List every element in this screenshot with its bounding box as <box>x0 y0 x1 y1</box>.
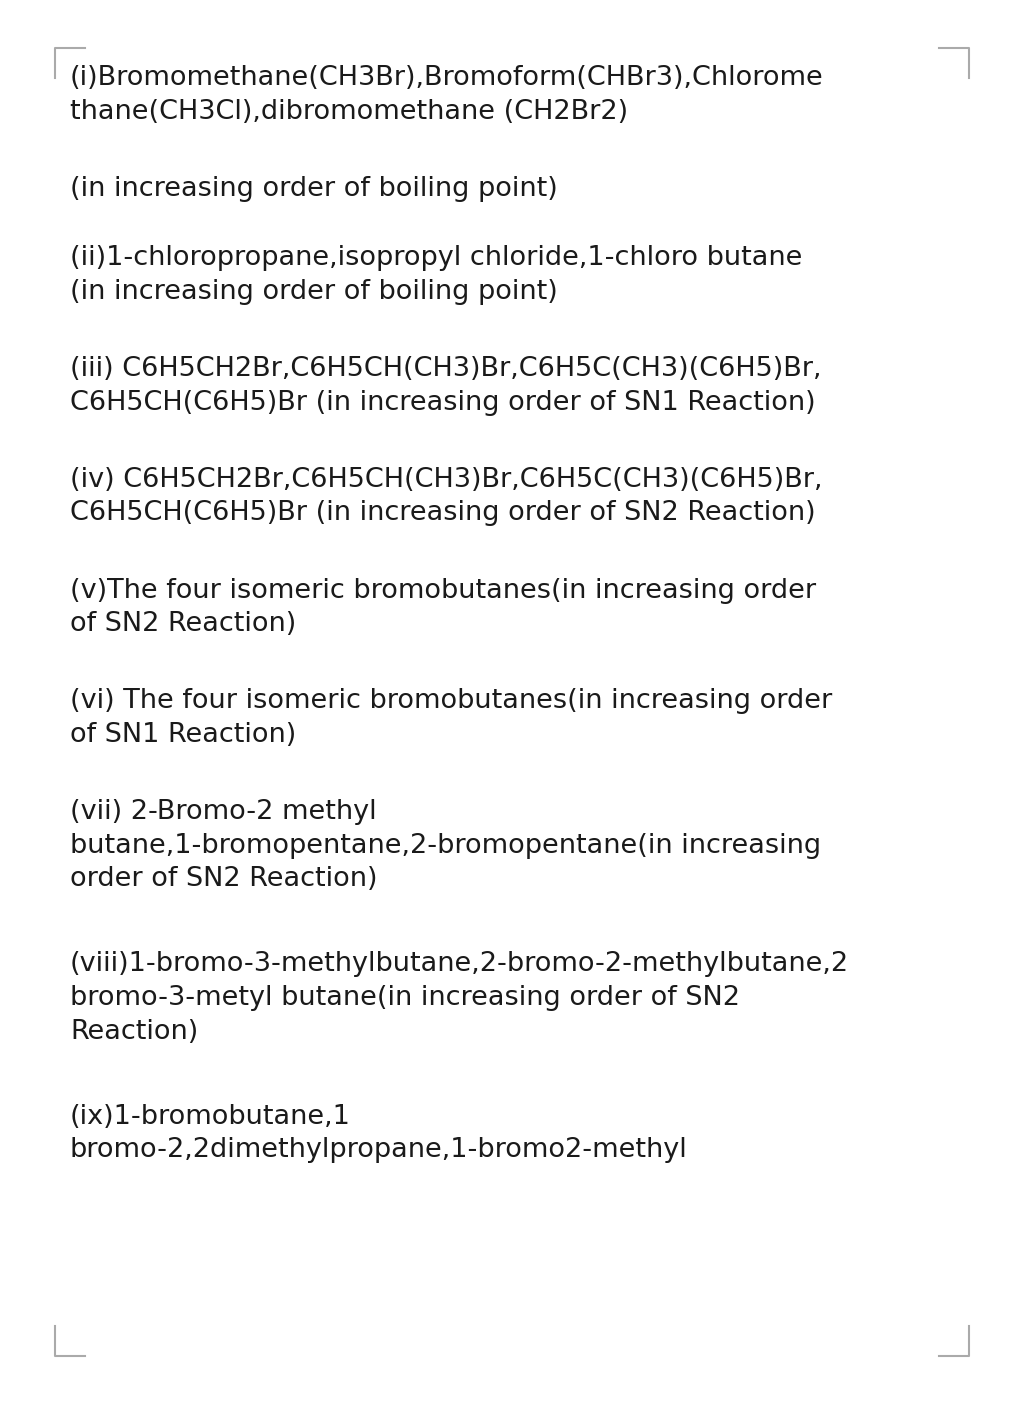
Text: (vii) 2-Bromo-2 methyl
butane,1-bromopentane,2-bromopentane(in increasing
order : (vii) 2-Bromo-2 methyl butane,1-bromopen… <box>70 799 821 893</box>
Text: (iii) C6H5CH2Br,C6H5CH(CH3)Br,C6H5C(CH3)(C6H5)Br,
C6H5CH(C6H5)Br (in increasing : (iii) C6H5CH2Br,C6H5CH(CH3)Br,C6H5C(CH3)… <box>70 357 821 416</box>
Text: (iv) C6H5CH2Br,C6H5CH(CH3)Br,C6H5C(CH3)(C6H5)Br,
C6H5CH(C6H5)Br (in increasing o: (iv) C6H5CH2Br,C6H5CH(CH3)Br,C6H5C(CH3)(… <box>70 466 822 526</box>
Text: (v)The four isomeric bromobutanes(in increasing order
of SN2 Reaction): (v)The four isomeric bromobutanes(in inc… <box>70 577 816 637</box>
Text: (viii)1-bromo-3-methylbutane,2-bromo-2-methylbutane,2
bromo-3-metyl butane(in in: (viii)1-bromo-3-methylbutane,2-bromo-2-m… <box>70 952 849 1045</box>
Text: (in increasing order of boiling point): (in increasing order of boiling point) <box>70 176 558 202</box>
Text: (i)Bromomethane(CH3Br),Bromoform(CHBr3),Chlorome
thane(CH3Cl),dibromomethane (CH: (i)Bromomethane(CH3Br),Bromoform(CHBr3),… <box>70 65 823 125</box>
Text: (ii)1-chloropropane,isopropyl chloride,1-chloro butane
(in increasing order of b: (ii)1-chloropropane,isopropyl chloride,1… <box>70 246 803 305</box>
Text: (vi) The four isomeric bromobutanes(in increasing order
of SN1 Reaction): (vi) The four isomeric bromobutanes(in i… <box>70 688 833 748</box>
Text: (ix)1-bromobutane,1
bromo-2,2dimethylpropane,1-bromo2-methyl: (ix)1-bromobutane,1 bromo-2,2dimethylpro… <box>70 1104 688 1163</box>
